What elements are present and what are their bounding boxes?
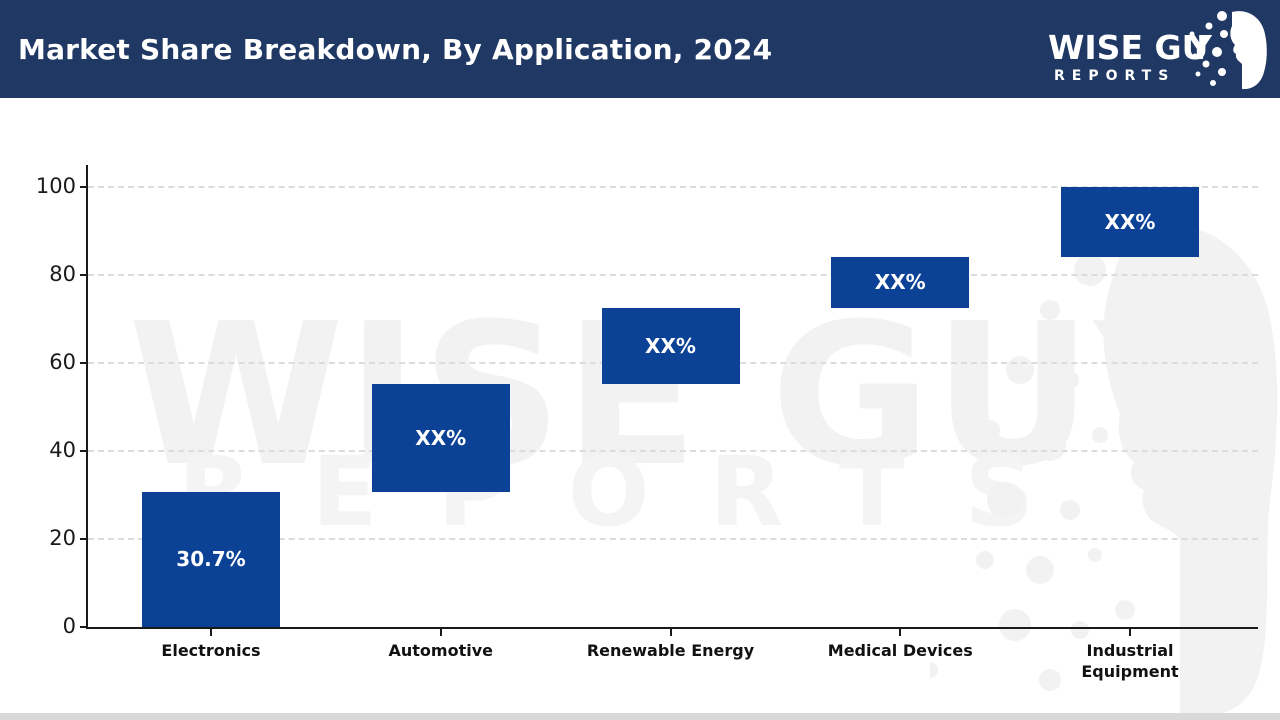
category-label-line: Industrial	[1086, 641, 1174, 660]
category-label: Medical Devices	[828, 640, 973, 661]
x-axis-tick	[210, 629, 212, 636]
category-label-line: Renewable Energy	[586, 641, 755, 660]
category-label: Automotive	[389, 640, 494, 661]
y-axis-line	[86, 165, 88, 629]
y-axis-tick	[80, 362, 88, 364]
bar-value-label: XX%	[415, 425, 467, 450]
bar-automotive	[371, 383, 510, 492]
y-axis-tick-label: 100	[35, 174, 76, 198]
x-axis-tick	[899, 629, 902, 636]
gridline-20	[88, 538, 1258, 540]
watermark-reports-text: REPORTS	[178, 436, 1094, 548]
category-label-line: Medical Devices	[827, 641, 973, 660]
bar-value-label: 30.7%	[176, 547, 246, 572]
report-header: Market Share Breakdown, By Application, …	[0, 0, 1280, 98]
footer-strip	[0, 713, 1280, 720]
category-label: Industrial Equipment	[1081, 640, 1178, 682]
y-axis-tick	[80, 186, 88, 188]
category-label: Electronics	[161, 640, 260, 661]
bar-renewable-energy	[601, 307, 740, 384]
y-axis-tick-label: 20	[49, 526, 76, 550]
y-axis-tick-label: 60	[49, 350, 76, 374]
x-axis-line	[86, 627, 1258, 629]
svg-text:WISE GU: WISE GU	[1048, 28, 1208, 67]
x-axis-tick	[1129, 629, 1131, 636]
y-axis-tick	[80, 626, 88, 628]
bar-medical-devices	[831, 256, 970, 308]
bar-electronics	[142, 491, 280, 627]
y-axis-tick	[80, 450, 88, 452]
bar-value-label: XX%	[645, 333, 696, 358]
watermark-face-icon	[930, 223, 1278, 719]
gridline-100	[88, 186, 1258, 188]
category-label-line: Electronics	[161, 641, 261, 660]
bar-value-label: XX%	[1104, 209, 1156, 234]
bar-value-label: XX%	[874, 270, 926, 295]
gridline-40	[88, 450, 1258, 452]
category-label-line: Automotive	[388, 641, 494, 660]
bar-industrial-equipment	[1061, 187, 1199, 257]
chart-title: Market Share Breakdown, By Application, …	[18, 32, 773, 66]
y-axis-tick	[80, 538, 88, 540]
y-axis-tick-label: 80	[49, 262, 76, 286]
y-axis-tick-label: 0	[62, 614, 76, 638]
y-axis-tick-label: 40	[49, 438, 76, 462]
y-axis-tick	[80, 274, 88, 276]
x-axis-tick	[439, 629, 442, 636]
x-axis-tick	[669, 629, 672, 636]
wise-guy-reports-logo: WISE GU Y REPORTS	[1048, 11, 1267, 90]
svg-text:REPORTS: REPORTS	[1054, 68, 1175, 84]
gridline-80	[88, 274, 1258, 276]
category-label: Renewable Energy	[587, 640, 754, 661]
category-label-line: Equipment	[1081, 662, 1179, 681]
